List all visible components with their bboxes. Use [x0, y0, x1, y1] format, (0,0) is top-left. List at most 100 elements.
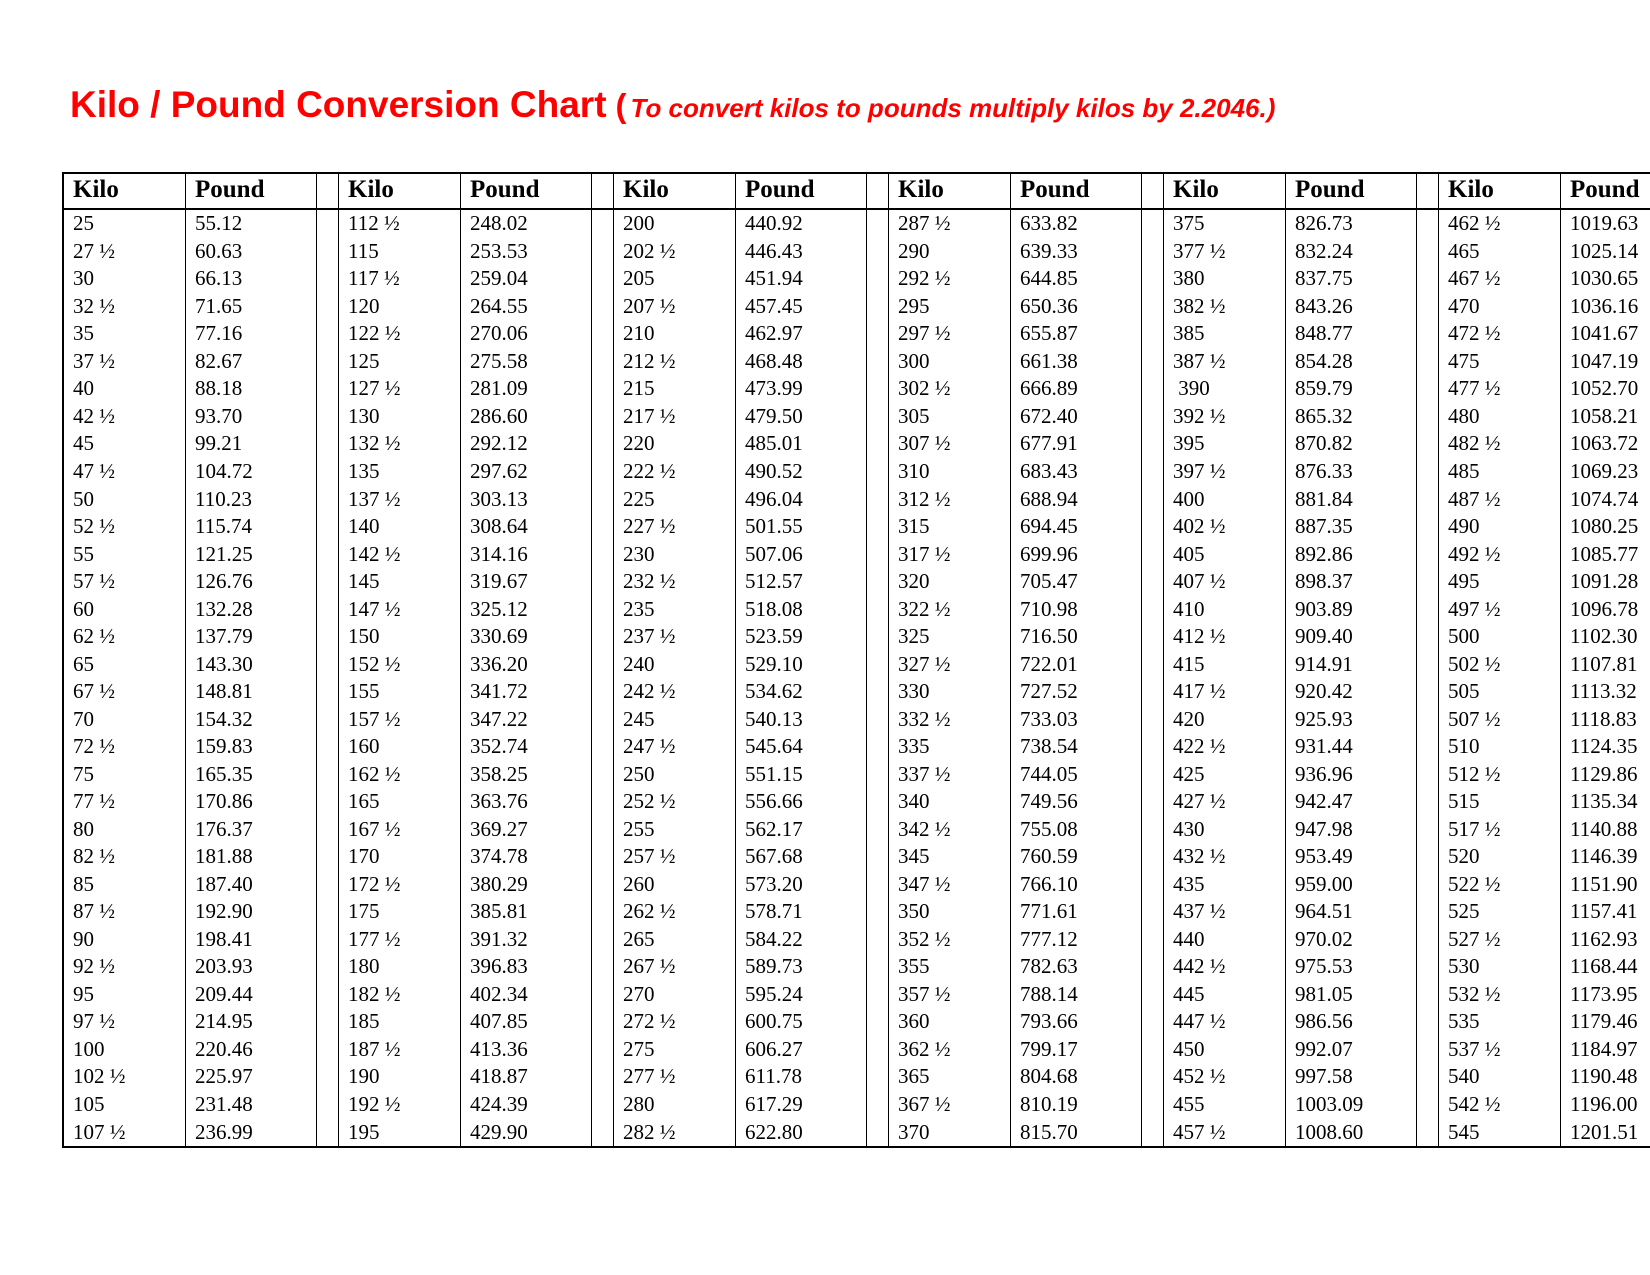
header-spacer [316, 173, 339, 210]
pound-cell: 137.79 [185, 622, 317, 651]
spacer-cell [1141, 925, 1164, 954]
spacer-cell [591, 430, 614, 458]
conversion-table-body: 25 55.12 112 ½ 248.02 200 440.92 287 ½ 633.82 37… [62, 209, 1650, 1147]
pound-cell: 264.55 [460, 292, 592, 321]
spacer-cell [1141, 980, 1164, 1009]
spacer-cell [316, 320, 339, 348]
pound-cell: 567.68 [735, 842, 867, 871]
pound-cell: 391.32 [460, 925, 592, 954]
spacer-cell [316, 347, 339, 376]
pound-header: Pound [1010, 173, 1142, 210]
kilo-cell: 357 ½ [888, 980, 1011, 1009]
kilo-cell: 100 [62, 1035, 186, 1064]
kilo-cell: 465 [1438, 237, 1561, 266]
spacer-cell [1416, 485, 1439, 513]
pound-cell: 992.07 [1285, 1035, 1417, 1064]
pound-cell: 562.17 [735, 815, 867, 843]
spacer-cell [866, 925, 889, 954]
table-row: 42 ½ 93.70 130 286.60 217 ½ 479.50 305 672.40 39… [62, 402, 1650, 431]
spacer-cell [591, 1063, 614, 1091]
table-row: 30 66.13 117 ½ 259.04 205 451.94 292 ½ 644.85 38… [62, 265, 1650, 293]
spacer-cell [1416, 540, 1439, 568]
spacer-cell [866, 842, 889, 871]
spacer-cell [1416, 402, 1439, 431]
pound-cell: 1025.14 [1560, 237, 1650, 266]
pound-cell: 292.12 [460, 430, 592, 458]
spacer-cell [316, 402, 339, 431]
pound-cell: 253.53 [460, 237, 592, 266]
kilo-cell: 292 ½ [888, 265, 1011, 293]
pound-cell: 1179.46 [1560, 1008, 1650, 1036]
kilo-cell: 350 [888, 897, 1011, 926]
table-row: 25 55.12 112 ½ 248.02 200 440.92 287 ½ 633.82 37… [62, 209, 1650, 238]
kilo-cell: 232 ½ [613, 567, 736, 596]
kilo-cell: 342 ½ [888, 815, 1011, 843]
kilo-cell: 65 [62, 650, 186, 678]
table-row: 57 ½ 126.76 145 319.67 232 ½ 512.57 320 705.47 4… [62, 567, 1650, 596]
pound-header: Pound [185, 173, 317, 210]
kilo-cell: 47 ½ [62, 457, 186, 486]
kilo-cell: 207 ½ [613, 292, 736, 321]
kilo-cell: 525 [1438, 897, 1561, 926]
kilo-cell: 90 [62, 925, 186, 954]
table-row: 27 ½ 60.63 115 253.53 202 ½ 446.43 290 639.33 37… [62, 237, 1650, 266]
spacer-cell [1416, 595, 1439, 623]
kilo-cell: 437 ½ [1163, 897, 1286, 926]
kilo-cell: 215 [613, 375, 736, 403]
kilo-cell: 507 ½ [1438, 705, 1561, 733]
spacer-cell [591, 402, 614, 431]
table-row: 60 132.28 147 ½ 325.12 235 518.08 322 ½ 710.98 4… [62, 595, 1650, 623]
pound-cell: 826.73 [1285, 209, 1417, 238]
spacer-cell [1416, 787, 1439, 816]
pound-cell: 303.13 [460, 485, 592, 513]
spacer-cell [591, 705, 614, 733]
spacer-cell [866, 595, 889, 623]
spacer-cell [316, 1035, 339, 1064]
kilo-cell: 127 ½ [338, 375, 461, 403]
spacer-cell [1141, 705, 1164, 733]
pound-cell: 440.92 [735, 209, 867, 238]
kilo-cell: 92 ½ [62, 953, 186, 981]
kilo-cell: 417 ½ [1163, 677, 1286, 706]
pound-cell: 722.01 [1010, 650, 1142, 678]
pound-cell: 870.82 [1285, 430, 1417, 458]
kilo-cell: 165 [338, 787, 461, 816]
header-spacer [866, 173, 889, 210]
pound-cell: 236.99 [185, 1118, 317, 1147]
pound-cell: 595.24 [735, 980, 867, 1009]
spacer-cell [316, 1008, 339, 1036]
kilo-cell: 237 ½ [613, 622, 736, 651]
pound-cell: 126.76 [185, 567, 317, 596]
spacer-cell [316, 815, 339, 843]
spacer-cell [591, 815, 614, 843]
kilo-cell: 260 [613, 870, 736, 898]
kilo-cell: 302 ½ [888, 375, 1011, 403]
pound-cell: 578.71 [735, 897, 867, 926]
kilo-cell: 410 [1163, 595, 1286, 623]
pound-cell: 479.50 [735, 402, 867, 431]
kilo-cell: 347 ½ [888, 870, 1011, 898]
spacer-cell [591, 732, 614, 761]
pound-cell: 903.89 [1285, 595, 1417, 623]
header-row: Kilo Pound Kilo Pound Kilo Pound Kilo Pound Kilo… [62, 173, 1650, 210]
spacer-cell [591, 540, 614, 568]
page-title-main: Kilo / Pound Conversion Chart [70, 84, 607, 125]
kilo-cell: 255 [613, 815, 736, 843]
kilo-cell: 275 [613, 1035, 736, 1064]
kilo-cell: 510 [1438, 732, 1561, 761]
header-spacer [591, 173, 614, 210]
kilo-cell: 367 ½ [888, 1090, 1011, 1119]
kilo-cell: 77 ½ [62, 787, 186, 816]
kilo-cell: 517 ½ [1438, 815, 1561, 843]
pound-cell: 148.81 [185, 677, 317, 706]
pound-cell: 198.41 [185, 925, 317, 954]
spacer-cell [1141, 375, 1164, 403]
pound-cell: 854.28 [1285, 347, 1417, 376]
pound-cell: 248.02 [460, 209, 592, 238]
kilo-cell: 200 [613, 209, 736, 238]
kilo-cell: 442 ½ [1163, 953, 1286, 981]
kilo-cell: 125 [338, 347, 461, 376]
pound-cell: 622.80 [735, 1118, 867, 1147]
kilo-cell: 95 [62, 980, 186, 1009]
spacer-cell [591, 209, 614, 238]
